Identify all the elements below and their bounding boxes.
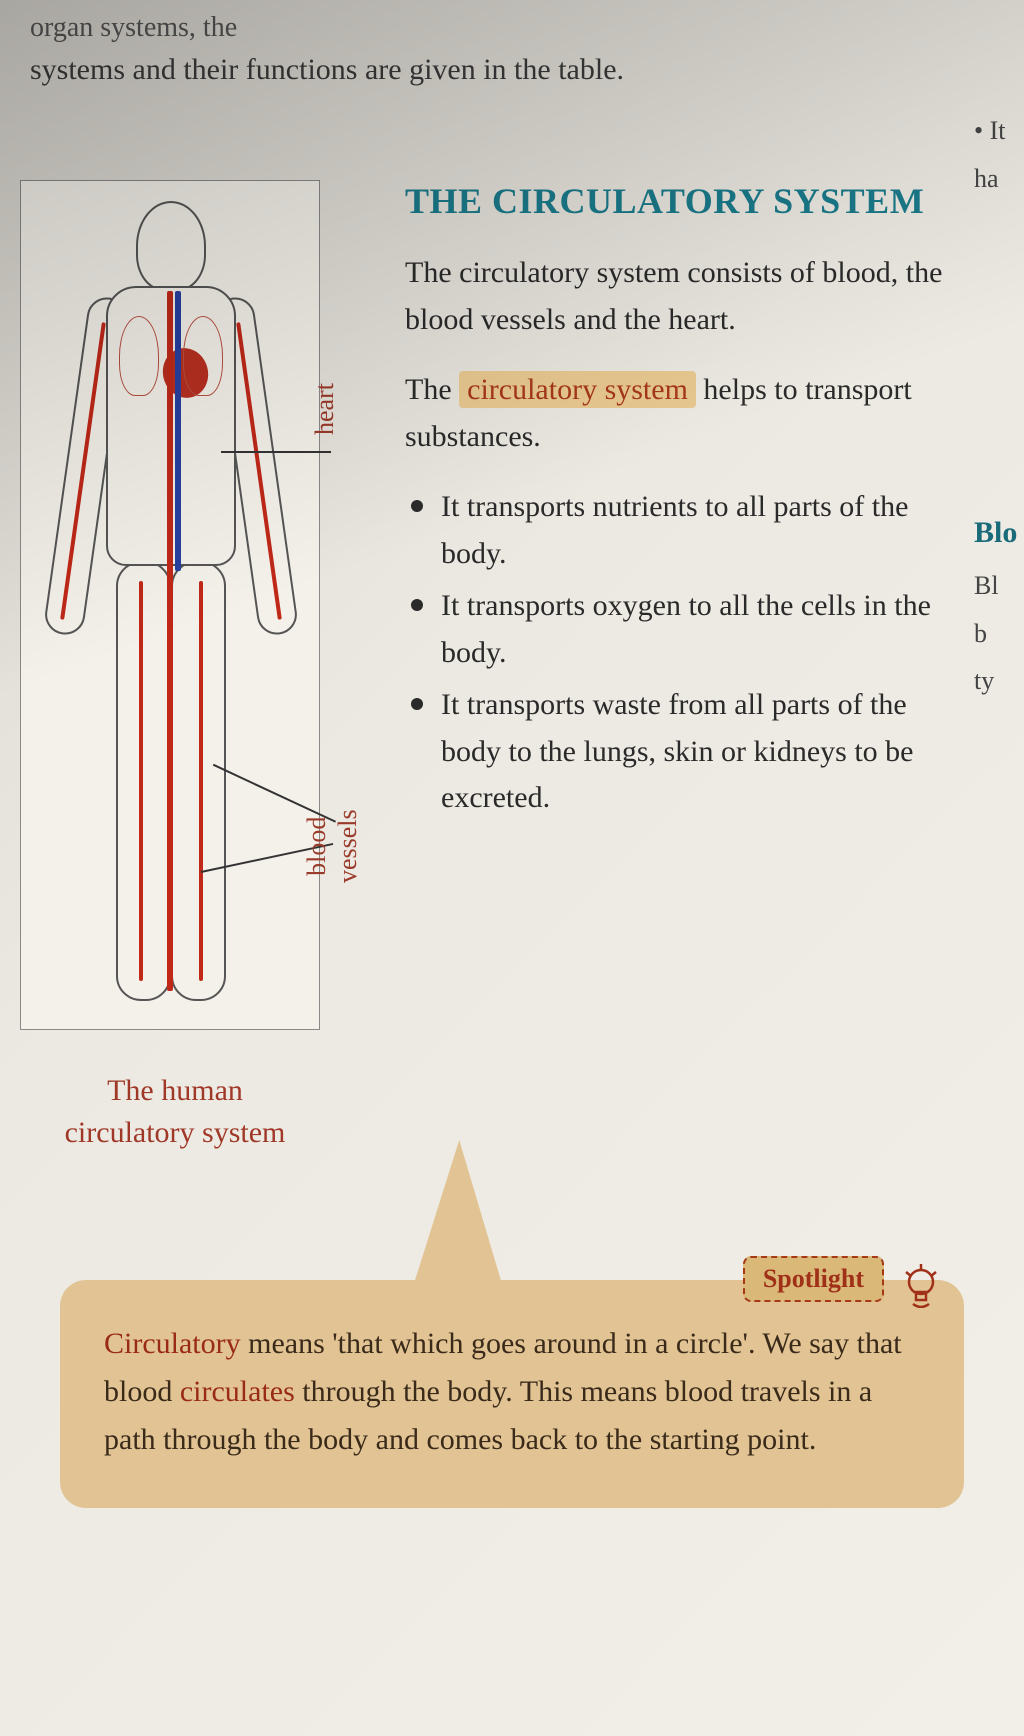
figure-caption: The human circulatory system [10,1070,340,1154]
lead-pre: The [405,373,459,406]
spotlight-term-circulatory: Circulatory [104,1327,241,1360]
bullet-item: It transports waste from all parts of th… [405,682,964,822]
lung-right [183,316,223,396]
bullet-item: It transports oxygen to all the cells in… [405,583,964,676]
figure-column: heart blood vessels The human circulator… [10,140,340,1154]
leader-line-heart [221,451,331,453]
partial-line-1: organ systems, the [30,8,1004,47]
head-outline [136,201,206,291]
section-title: THE CIRCULATORY SYSTEM [405,180,964,222]
artery-leg-left [139,581,143,981]
label-blood-l2: vessels [333,809,362,883]
bullet-item: It transports nutrients to all parts of … [405,484,964,577]
spotlight-callout: Spotlight Circulatory means 'that which … [60,1280,964,1508]
artery-main [167,291,173,991]
edge-frag-ty: ty [974,660,1024,702]
leg-left [116,561,171,1001]
intro-paragraph: The circulatory system consists of blood… [405,250,964,343]
spotlight-pointer [409,1140,529,1300]
artery-leg-right [199,581,203,981]
partial-line-2: systems and their functions are given in… [30,49,1004,91]
right-edge-fragments: • It ha Blo Bl b ty [974,110,1024,702]
spotlight-box: Circulatory means 'that which goes aroun… [60,1280,964,1508]
label-heart: heart [310,383,340,435]
vein-main [175,291,181,571]
main-content-row: heart blood vessels The human circulator… [10,140,964,1154]
lead-paragraph: The circulatory system helps to transpor… [405,367,964,460]
human-body-outline [71,201,271,1011]
edge-frag-bl: Bl [974,565,1024,607]
edge-heading-blo: Blo [974,509,1024,557]
highlight-circulatory-system: circulatory system [459,371,696,408]
lung-left [119,316,159,396]
edge-frag-b: b [974,613,1024,655]
label-blood-vessels: blood vessels [301,786,363,906]
text-column: THE CIRCULATORY SYSTEM The circulatory s… [340,140,964,1154]
circulatory-diagram [20,180,320,1030]
label-blood-l1: blood [302,817,331,876]
caption-line-2: circulatory system [65,1116,286,1149]
top-partial-text: organ systems, the systems and their fun… [30,8,1004,91]
edge-frag-ha: ha [974,158,1024,200]
caption-line-1: The human [107,1074,243,1107]
lightbulb-icon [898,1262,944,1308]
spotlight-badge: Spotlight [743,1256,884,1302]
textbook-page: organ systems, the systems and their fun… [0,0,1024,1736]
spotlight-term-circulates: circulates [180,1375,295,1408]
edge-bullet: • It [974,110,1024,152]
bullet-list: It transports nutrients to all parts of … [405,484,964,822]
